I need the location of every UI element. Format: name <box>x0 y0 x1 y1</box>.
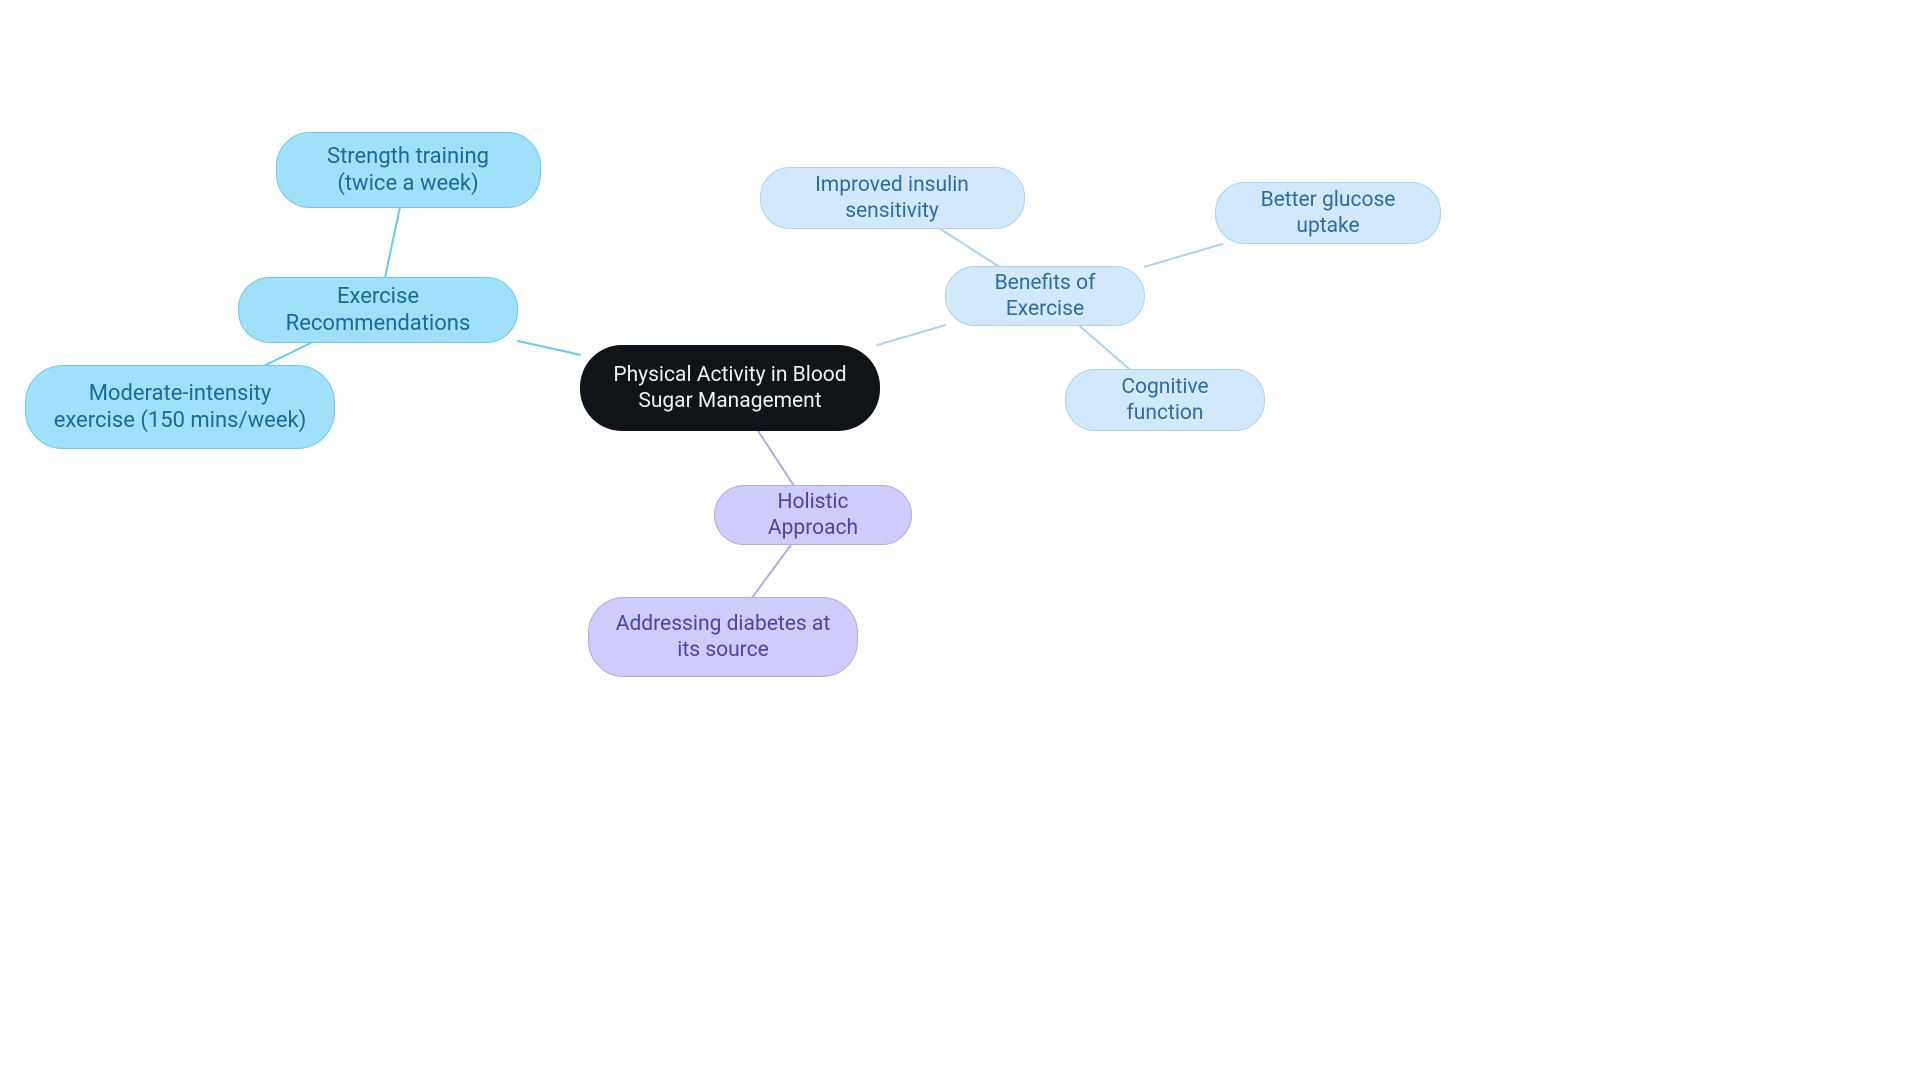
node-benef: Benefits of Exercise <box>945 266 1145 326</box>
edge-root-hol <box>758 431 793 485</box>
node-gluc: Better glucose uptake <box>1215 182 1441 244</box>
node-mod: Moderate-intensity exercise (150 mins/we… <box>25 365 335 449</box>
node-label: Cognitive function <box>1090 374 1240 427</box>
node-label: Physical Activity in Blood Sugar Managem… <box>605 362 855 415</box>
edge-exrec-mod <box>266 343 311 365</box>
mindmap-canvas: Physical Activity in Blood Sugar Managem… <box>0 0 1920 1083</box>
node-insul: Improved insulin sensitivity <box>760 167 1025 229</box>
node-label: Strength training (twice a week) <box>301 143 516 198</box>
node-label: Exercise Recommendations <box>263 283 493 338</box>
node-label: Better glucose uptake <box>1240 187 1416 240</box>
node-label: Holistic Approach <box>739 489 887 542</box>
edge-benef-cog <box>1080 326 1130 369</box>
node-label: Improved insulin sensitivity <box>785 172 1000 225</box>
edge-benef-gluc <box>1145 244 1222 267</box>
node-root: Physical Activity in Blood Sugar Managem… <box>580 345 880 431</box>
edge-benef-insul <box>940 229 998 266</box>
node-label: Addressing diabetes at its source <box>613 611 833 664</box>
node-label: Moderate-intensity exercise (150 mins/we… <box>50 380 310 435</box>
edge-exrec-str <box>385 208 400 277</box>
node-hol: Holistic Approach <box>714 485 912 545</box>
edge-root-benef <box>877 325 945 345</box>
node-exrec: Exercise Recommendations <box>238 277 518 343</box>
node-addr: Addressing diabetes at its source <box>588 597 858 677</box>
edge-root-exrec <box>518 341 580 355</box>
node-label: Benefits of Exercise <box>970 270 1120 323</box>
edge-hol-addr <box>753 545 791 597</box>
node-str: Strength training (twice a week) <box>276 132 541 208</box>
node-cog: Cognitive function <box>1065 369 1265 431</box>
